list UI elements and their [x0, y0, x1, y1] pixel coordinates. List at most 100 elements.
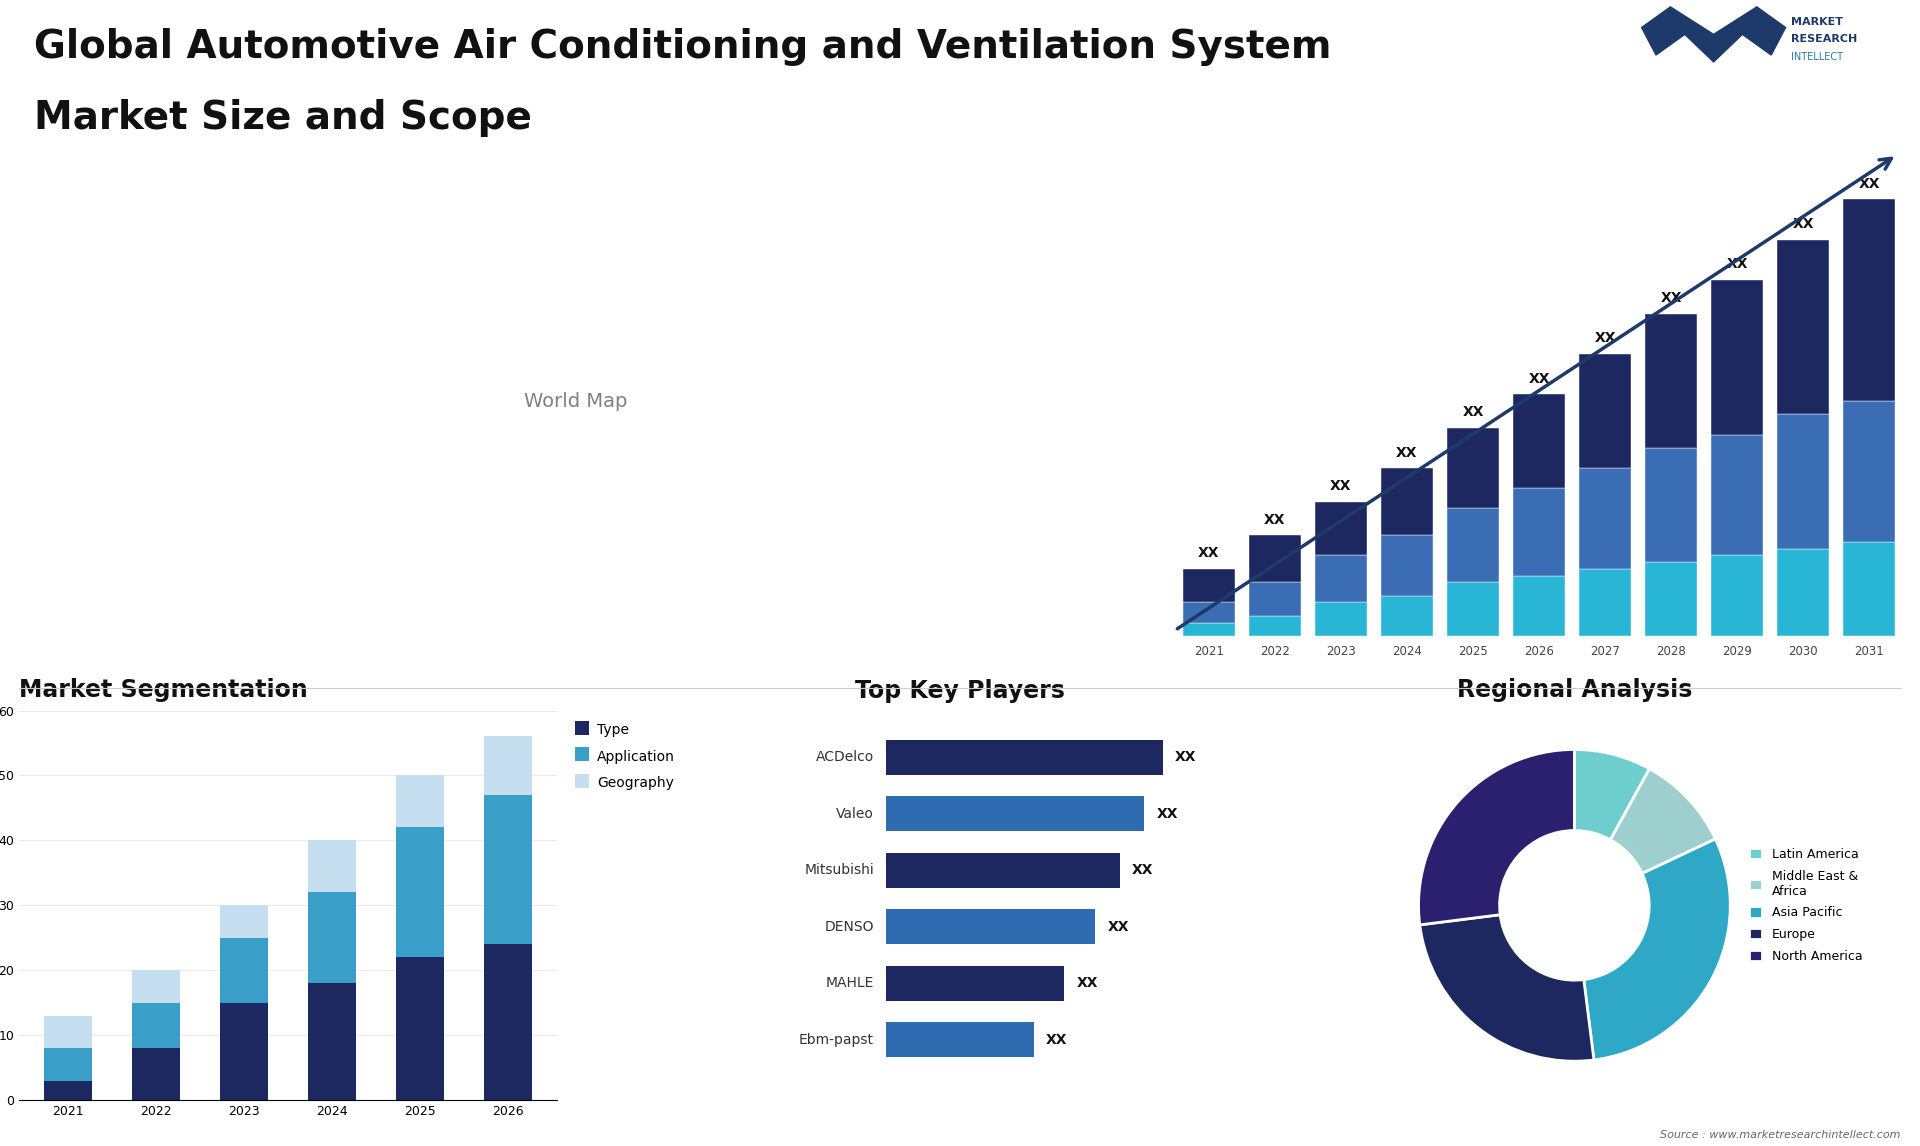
Bar	[1380, 535, 1432, 596]
Text: Source : www.marketresearchintellect.com: Source : www.marketresearchintellect.com	[1661, 1130, 1901, 1140]
Bar	[1380, 596, 1432, 636]
Text: XX: XX	[1726, 258, 1747, 272]
Bar	[1183, 568, 1235, 603]
Bar	[219, 1003, 269, 1100]
Bar	[1448, 582, 1500, 636]
Bar	[1448, 427, 1500, 509]
Bar	[1448, 509, 1500, 582]
Bar	[396, 957, 444, 1100]
Bar	[1578, 568, 1632, 636]
Bar	[1645, 314, 1697, 448]
Bar	[484, 795, 532, 944]
Bar	[1711, 556, 1763, 636]
Text: 2031: 2031	[1855, 644, 1884, 658]
Text: XX: XX	[1463, 406, 1484, 419]
Bar	[887, 796, 1144, 831]
Text: Top Key Players: Top Key Players	[854, 678, 1066, 702]
Text: Ebm-papst: Ebm-papst	[799, 1033, 874, 1046]
Legend: Type, Application, Geography: Type, Application, Geography	[568, 717, 680, 795]
Bar	[1380, 468, 1432, 535]
Bar	[887, 966, 1064, 1000]
Bar	[219, 937, 269, 1003]
Text: XX: XX	[1046, 1033, 1068, 1046]
Bar	[396, 827, 444, 957]
Text: 2024: 2024	[1392, 644, 1423, 658]
Bar	[1248, 582, 1302, 615]
Bar	[1578, 354, 1632, 468]
Bar	[1513, 394, 1565, 488]
Text: 2029: 2029	[1722, 644, 1753, 658]
Bar	[1248, 615, 1302, 636]
Bar	[1843, 401, 1895, 542]
Bar	[219, 905, 269, 937]
Text: 2030: 2030	[1788, 644, 1818, 658]
Text: XX: XX	[1528, 371, 1549, 386]
Bar	[132, 1049, 180, 1100]
Text: 2026: 2026	[1524, 644, 1553, 658]
Wedge shape	[1611, 769, 1715, 873]
Bar	[1315, 556, 1367, 603]
Bar	[1183, 622, 1235, 636]
Bar	[1778, 549, 1830, 636]
Text: World Map: World Map	[524, 392, 628, 410]
Bar	[1315, 603, 1367, 636]
Text: XX: XX	[1133, 863, 1154, 878]
Text: 2023: 2023	[1327, 644, 1356, 658]
Bar	[1778, 415, 1830, 549]
Bar	[1645, 448, 1697, 563]
Bar	[44, 1049, 92, 1081]
Bar	[1711, 434, 1763, 556]
Bar	[484, 944, 532, 1100]
Text: Market Segmentation: Market Segmentation	[19, 677, 307, 701]
Bar	[887, 909, 1094, 944]
Wedge shape	[1419, 749, 1574, 925]
Polygon shape	[1642, 7, 1786, 62]
Text: XX: XX	[1594, 331, 1617, 345]
Bar	[1315, 502, 1367, 556]
Text: 2022: 2022	[1260, 644, 1290, 658]
Bar	[887, 1022, 1033, 1058]
Text: INTELLECT: INTELLECT	[1791, 53, 1843, 62]
Bar	[887, 740, 1164, 775]
Text: MAHLE: MAHLE	[826, 976, 874, 990]
Text: XX: XX	[1793, 217, 1814, 231]
Bar	[1843, 542, 1895, 636]
Text: ACDelco: ACDelco	[816, 751, 874, 764]
Bar	[1645, 563, 1697, 636]
Text: XX: XX	[1156, 807, 1179, 821]
Text: Global Automotive Air Conditioning and Ventilation System: Global Automotive Air Conditioning and V…	[35, 28, 1332, 65]
Bar	[44, 1015, 92, 1049]
Wedge shape	[1574, 749, 1649, 840]
Bar	[1513, 488, 1565, 575]
Bar	[1183, 603, 1235, 622]
Wedge shape	[1419, 915, 1594, 1061]
Text: XX: XX	[1859, 176, 1880, 191]
Wedge shape	[1584, 839, 1730, 1060]
Bar	[307, 840, 357, 893]
Title: Regional Analysis: Regional Analysis	[1457, 677, 1692, 701]
Legend: Latin America, Middle East &
Africa, Asia Pacific, Europe, North America: Latin America, Middle East & Africa, Asi…	[1743, 842, 1868, 968]
Bar	[44, 1081, 92, 1100]
Bar	[1711, 280, 1763, 434]
Text: MARKET: MARKET	[1791, 16, 1843, 26]
Text: 2025: 2025	[1457, 644, 1488, 658]
Text: XX: XX	[1331, 479, 1352, 493]
Text: 2021: 2021	[1194, 644, 1223, 658]
Text: XX: XX	[1175, 751, 1196, 764]
Text: DENSO: DENSO	[824, 920, 874, 934]
Text: Valeo: Valeo	[835, 807, 874, 821]
Text: Mitsubishi: Mitsubishi	[804, 863, 874, 878]
Text: XX: XX	[1396, 446, 1417, 460]
Bar	[132, 1003, 180, 1049]
Bar	[132, 971, 180, 1003]
Text: 2028: 2028	[1657, 644, 1686, 658]
Text: XX: XX	[1661, 291, 1682, 305]
Bar	[1248, 535, 1302, 582]
Text: XX: XX	[1198, 547, 1219, 560]
Bar	[1513, 575, 1565, 636]
Bar	[1843, 199, 1895, 401]
Text: XX: XX	[1108, 920, 1129, 934]
Bar	[1578, 468, 1632, 568]
Bar	[396, 776, 444, 827]
Text: Market Size and Scope: Market Size and Scope	[35, 99, 532, 138]
